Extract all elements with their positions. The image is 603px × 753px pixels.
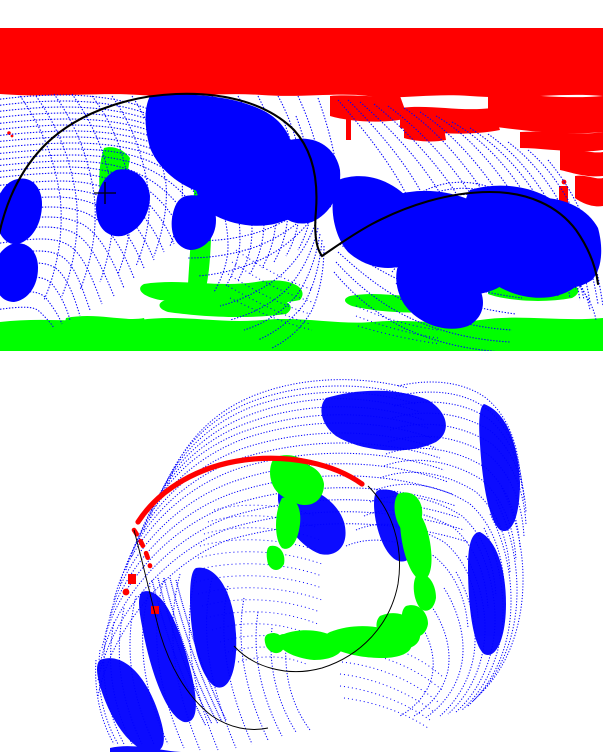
left-lobe-crease xyxy=(151,577,227,727)
closed-field-core xyxy=(0,94,602,329)
map-panel[interactable] xyxy=(0,0,603,360)
globe-panel[interactable] xyxy=(0,360,603,753)
cursor-crosshair-marker[interactable] xyxy=(94,182,116,204)
sparse-lower-arcs xyxy=(227,249,441,345)
separatrix-boundary xyxy=(0,92,600,286)
map-canvas[interactable] xyxy=(0,0,603,360)
globe-content xyxy=(0,360,603,753)
map-content xyxy=(0,28,603,351)
globe-background xyxy=(0,360,603,753)
interior-silhouette xyxy=(133,485,400,730)
globe-canvas[interactable] xyxy=(0,360,603,753)
lower-right-fan xyxy=(339,637,445,729)
open-north-highlight-arc xyxy=(122,455,365,614)
polar-cap-south-band xyxy=(264,455,436,660)
open-north-region xyxy=(0,28,603,209)
